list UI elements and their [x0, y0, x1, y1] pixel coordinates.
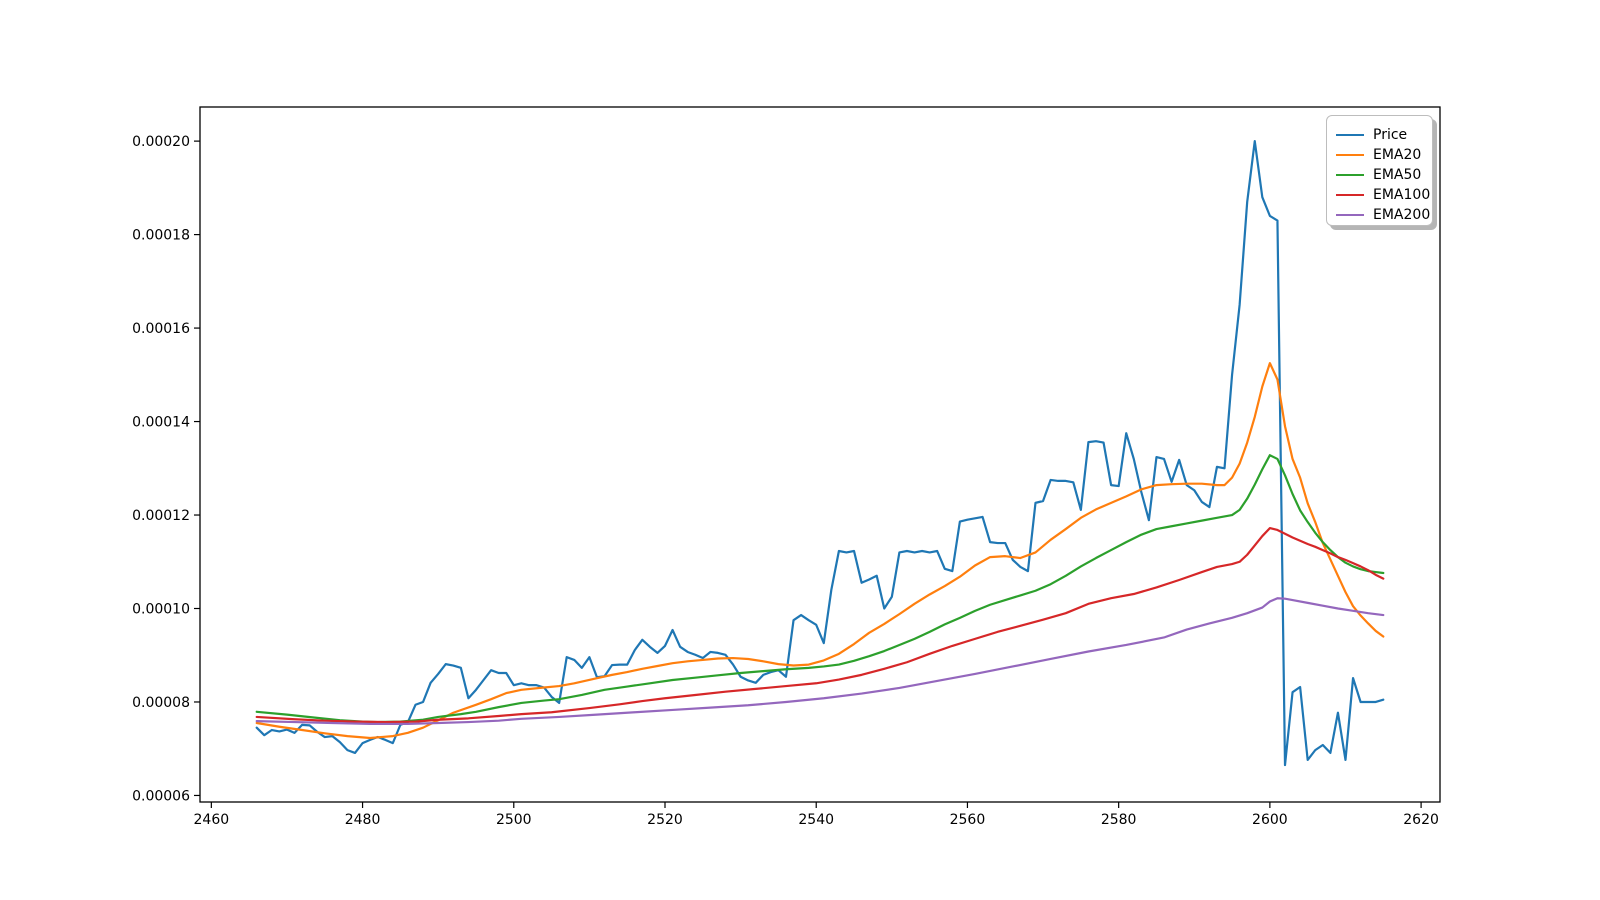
legend-item-ema200: EMA200: [1336, 205, 1430, 225]
y-axis: 0.00006 0.00008 0.00010 0.00012 0.00014 0.000…: [132, 134, 200, 804]
legend-label: EMA100: [1373, 187, 1431, 203]
legend-item-ema50: EMA50: [1336, 165, 1422, 185]
legend-item-ema100: EMA100: [1336, 185, 1430, 205]
y-tick-label: 0.00010: [132, 602, 190, 618]
x-tick-label: 2480: [345, 812, 381, 828]
x-tick-label: 2560: [950, 812, 986, 828]
y-tick-label: 0.00006: [132, 788, 190, 804]
plot-series: [255, 140, 1385, 767]
x-tick-label: 2580: [1101, 812, 1137, 828]
x-tick-label: 2460: [194, 812, 230, 828]
x-axis: 2460 2480 2500 2520 2540 2560 2580 2600 2620: [194, 802, 1439, 828]
series-line-price: [255, 140, 1385, 767]
legend-label: Price: [1373, 127, 1408, 143]
legend-line-icon: [1336, 154, 1364, 156]
legend-label: EMA200: [1373, 207, 1431, 223]
legend-line-icon: [1336, 194, 1364, 196]
legend-line-icon: [1336, 174, 1364, 176]
series-line-ema200: [255, 597, 1385, 726]
y-tick-label: 0.00008: [132, 695, 190, 711]
x-tick-label: 2540: [798, 812, 834, 828]
series-line-ema100: [255, 527, 1385, 724]
y-tick-label: 0.00012: [132, 508, 190, 524]
y-tick-label: 0.00014: [132, 415, 190, 431]
series-line-ema50: [255, 454, 1385, 724]
legend-line-icon: [1336, 134, 1364, 136]
y-tick-label: 0.00018: [132, 228, 190, 244]
legend-label: EMA50: [1373, 167, 1422, 183]
x-tick-label: 2620: [1403, 812, 1439, 828]
legend-item-price: Price: [1336, 125, 1422, 145]
y-tick-label: 0.00016: [132, 321, 190, 337]
x-tick-label: 2520: [647, 812, 683, 828]
legend-item-ema20: EMA20: [1336, 145, 1422, 165]
x-tick-label: 2500: [496, 812, 532, 828]
x-tick-label: 2600: [1252, 812, 1288, 828]
axes-spines: [199, 106, 1441, 803]
series-line-ema20: [255, 362, 1385, 740]
y-tick-label: 0.00020: [132, 134, 190, 150]
legend-line-icon: [1336, 214, 1364, 216]
legend: Price EMA20 EMA50 EMA100 EMA200: [1326, 115, 1433, 226]
legend-label: EMA20: [1373, 147, 1422, 163]
